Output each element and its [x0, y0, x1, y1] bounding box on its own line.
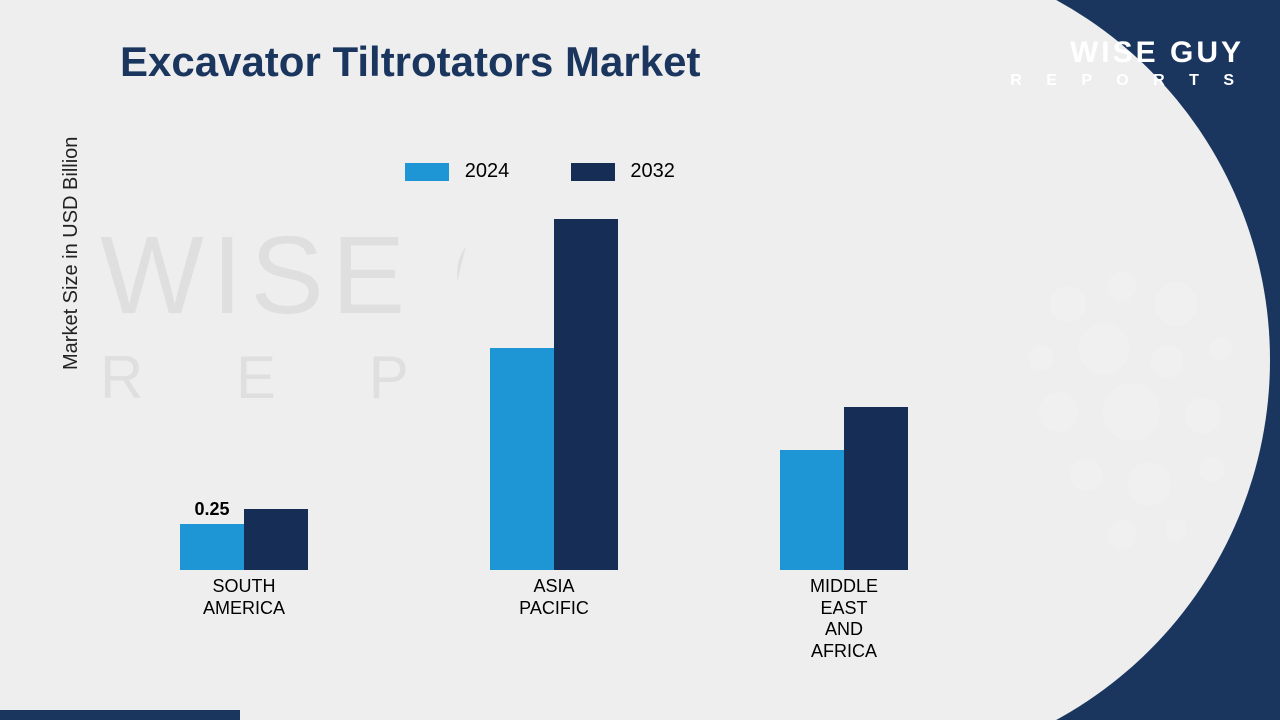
legend-swatch-2024 — [405, 163, 449, 181]
bar — [780, 450, 844, 570]
legend-label-2032: 2032 — [630, 160, 675, 182]
brand-logo: WISE GUY R E P O R T S — [1010, 36, 1244, 90]
stage: WISE GUY R E P O R T S WISE GUY R E P O … — [0, 0, 1280, 720]
category-label: SOUTHAMERICA — [150, 576, 338, 619]
chart-title: Excavator Tiltrotators Market — [120, 38, 700, 86]
legend-label-2024: 2024 — [465, 160, 510, 182]
value-label: 0.25 — [170, 499, 254, 520]
brand-line2: R E P O R T S — [1010, 72, 1244, 90]
bar — [844, 407, 908, 570]
y-axis-label: Market Size in USD Billion — [60, 137, 83, 370]
legend-item-2032: 2032 — [571, 160, 675, 183]
chart-area: 2024 2032 0.25SOUTHAMERICAASIAPACIFICMID… — [100, 160, 980, 590]
category-label: MIDDLEEASTANDAFRICA — [750, 576, 938, 662]
legend-swatch-2032 — [571, 163, 615, 181]
brand-panel: WISE GUY R E P O R T S — [960, 0, 1280, 720]
plot-area: 0.25SOUTHAMERICAASIAPACIFICMIDDLEEASTAND… — [100, 200, 980, 570]
brand-line1: WISE GUY — [1010, 36, 1244, 70]
bar — [490, 348, 554, 570]
bar — [180, 524, 244, 570]
category-label: ASIAPACIFIC — [460, 576, 648, 619]
bar — [554, 219, 618, 571]
footer-accent-bar — [0, 710, 240, 720]
dots-head-graphic — [960, 232, 1280, 592]
legend-item-2024: 2024 — [405, 160, 509, 183]
legend: 2024 2032 — [100, 160, 980, 183]
